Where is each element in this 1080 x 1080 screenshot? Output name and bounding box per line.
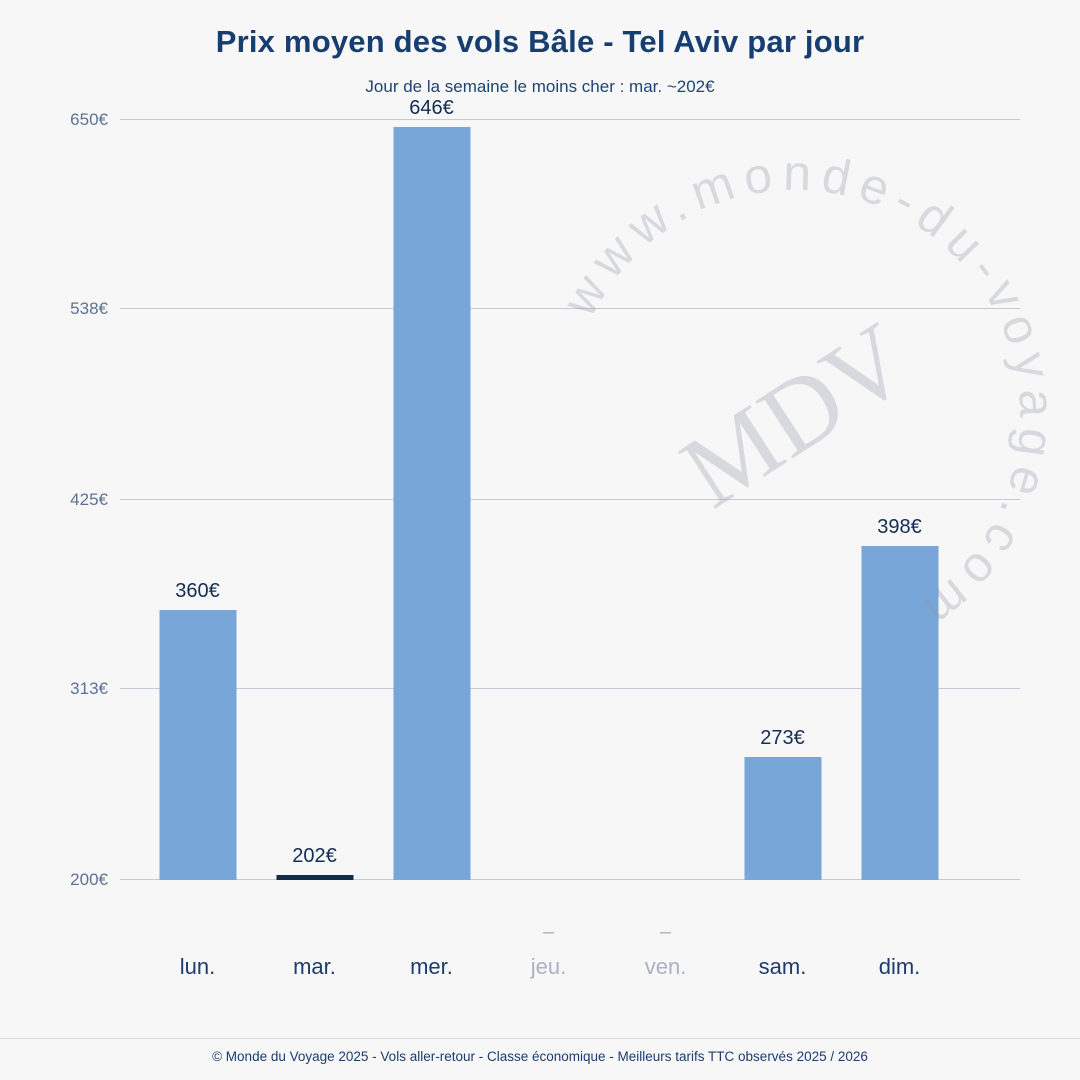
x-axis-day-label-mar: mar.: [293, 954, 336, 979]
day-cell-mer: mer.: [373, 908, 490, 980]
bar-lun[interactable]: 360€: [159, 580, 236, 880]
bar-value-label-sam: 273€: [760, 726, 805, 749]
gridline: [120, 308, 1020, 310]
footer-text: © Monde du Voyage 2025 - Vols aller-reto…: [212, 1049, 868, 1064]
bar-value-label-mar: 202€: [292, 845, 337, 867]
bar-mar[interactable]: 202€: [276, 845, 353, 880]
bar-sam[interactable]: 273€: [744, 727, 821, 880]
y-axis: 650€ 538€ 425€ 313€ 200€: [0, 110, 108, 889]
no-data-marker-jeu: –: [542, 921, 555, 943]
bar-column-ven: [607, 120, 724, 880]
bar-value-label-mer: 646€: [409, 96, 454, 119]
bar-column-jeu: [490, 120, 607, 880]
gridline: [120, 879, 1020, 880]
no-data-marker-ven: –: [659, 921, 672, 943]
gridline: [120, 688, 1020, 690]
gridline: [120, 119, 1020, 120]
x-axis-day-label-dim: dim.: [878, 954, 921, 979]
chart-subtitle: Jour de la semaine le moins cher : mar. …: [365, 77, 715, 96]
x-axis-day-label-lun: lun.: [179, 954, 216, 979]
y-axis-tick-label: 650€: [70, 110, 108, 129]
bar-column-mar: 202€: [256, 120, 373, 880]
x-axis-day-label-jeu: jeu.: [530, 954, 567, 979]
chart-title: Prix moyen des vols Bâle - Tel Aviv par …: [215, 24, 865, 59]
bar-column-mer: 646€: [373, 97, 490, 880]
bar-column-dim: 398€: [841, 120, 958, 880]
day-cell-dim: dim.: [841, 908, 958, 980]
gridline: [120, 499, 1020, 500]
x-axis-day-label-mer: mer.: [410, 954, 453, 979]
x-axis-day-label-ven: ven.: [644, 954, 687, 979]
y-axis-tick-label: 425€: [70, 490, 108, 509]
day-cell-jeu: – jeu.: [490, 908, 607, 980]
footer-divider: [0, 1038, 1080, 1039]
x-axis: lun. mar. mer. – jeu. – ven. sam. dim.: [139, 908, 958, 980]
day-cell-mar: mar.: [256, 908, 373, 980]
day-cell-ven: – ven.: [607, 908, 724, 980]
bar-column-lun: 360€: [139, 120, 256, 880]
day-cell-lun: lun.: [139, 908, 256, 980]
bar-dim[interactable]: 398€: [861, 516, 938, 880]
bar-value-label-dim: 398€: [877, 515, 922, 538]
y-axis-tick-label: 313€: [70, 679, 108, 699]
day-cell-sam: sam.: [724, 908, 841, 980]
bar-value-label-lun: 360€: [175, 579, 220, 602]
y-axis-tick-label: 200€: [70, 870, 108, 889]
bar-mer[interactable]: 646€: [393, 97, 470, 880]
x-axis-day-label-sam: sam.: [758, 954, 807, 979]
bars-layer: 360€ 202€ 646€ 273€ 398€: [139, 97, 958, 880]
y-axis-tick-label: 538€: [70, 299, 108, 319]
bar-column-sam: 273€: [724, 120, 841, 880]
plot-area: 360€ 202€ 646€ 273€ 398€: [120, 97, 1020, 880]
